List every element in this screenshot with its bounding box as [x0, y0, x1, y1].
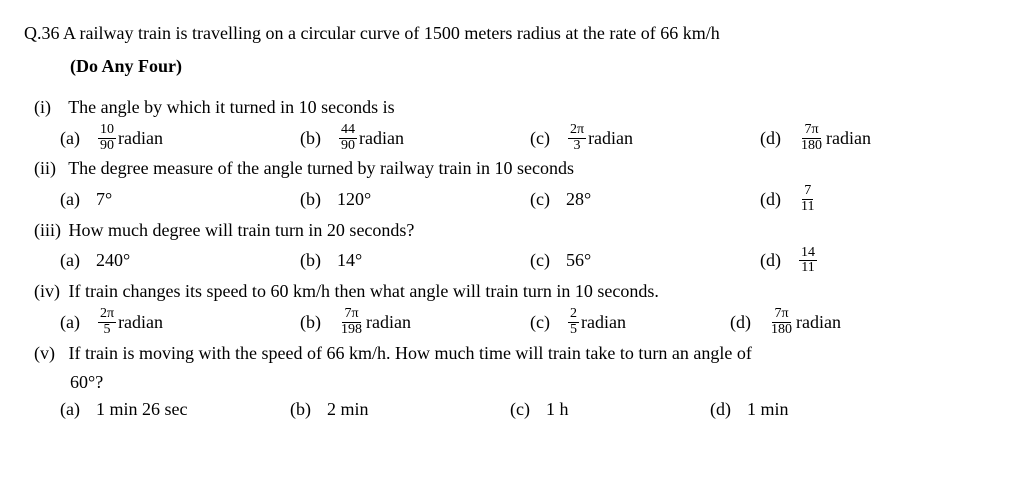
option-value: 4490 radian [337, 123, 404, 153]
part-v-text-b: 60°? [70, 369, 1000, 396]
option-label: (a) [60, 125, 80, 152]
option-value: 2π3 radian [566, 123, 633, 153]
option-value: 7π180 radian [797, 123, 871, 153]
option-value: 25 radian [566, 307, 626, 337]
option-d[interactable]: (d) 1 min [710, 396, 1000, 423]
option-value: 7° [96, 186, 112, 213]
option-label: (d) [760, 247, 781, 274]
option-value: 7π180 radian [767, 307, 841, 337]
part-iii: (iii) How much degree will train turn in… [34, 217, 1000, 244]
option-label: (c) [530, 247, 550, 274]
option-label: (b) [290, 396, 311, 423]
option-c[interactable]: (c) 56° [530, 247, 760, 274]
part-label: (ii) [34, 155, 64, 182]
option-label: (b) [300, 309, 321, 336]
part-text-a: If train is moving with the speed of 66 … [69, 343, 752, 363]
option-value: 1 min [747, 396, 789, 423]
option-value: 711 [797, 184, 818, 214]
option-c[interactable]: (c) 1 h [510, 396, 710, 423]
option-value: 1 min 26 sec [96, 396, 188, 423]
option-d[interactable]: (d) 1411 [760, 246, 1000, 276]
option-label: (d) [760, 125, 781, 152]
part-label: (iv) [34, 278, 64, 305]
option-a[interactable]: (a) 1090 radian [60, 123, 300, 153]
option-label: (a) [60, 247, 80, 274]
option-label: (c) [530, 186, 550, 213]
part-iv-options: (a) 2π5 radian (b) 7π198 radian (c) 25 r… [60, 307, 1000, 337]
option-label: (d) [710, 396, 731, 423]
option-b[interactable]: (b) 4490 radian [300, 123, 530, 153]
part-text: How much degree will train turn in 20 se… [69, 220, 415, 240]
option-label: (a) [60, 309, 80, 336]
option-a[interactable]: (a) 1 min 26 sec [60, 396, 290, 423]
question-stem: Q.36 A railway train is travelling on a … [24, 20, 1000, 47]
part-text: The degree measure of the angle turned b… [68, 158, 574, 178]
option-label: (a) [60, 396, 80, 423]
option-value: 28° [566, 186, 591, 213]
option-d[interactable]: (d) 7π180 radian [730, 307, 1000, 337]
part-text: The angle by which it turned in 10 secon… [68, 97, 394, 117]
part-v-options: (a) 1 min 26 sec (b) 2 min (c) 1 h (d) 1… [60, 396, 1000, 423]
question-text: A railway train is travelling on a circu… [63, 23, 720, 43]
option-label: (b) [300, 247, 321, 274]
option-b[interactable]: (b) 120° [300, 186, 530, 213]
option-d[interactable]: (d) 7π180 radian [760, 123, 1000, 153]
option-label: (d) [730, 309, 751, 336]
option-label: (c) [530, 309, 550, 336]
part-i-options: (a) 1090 radian (b) 4490 radian (c) 2π3 … [60, 123, 1000, 153]
option-value: 56° [566, 247, 591, 274]
option-value: 14° [337, 247, 362, 274]
option-value: 120° [337, 186, 371, 213]
option-c[interactable]: (c) 25 radian [530, 307, 730, 337]
option-label: (a) [60, 186, 80, 213]
option-value: 1411 [797, 246, 819, 276]
part-label: (i) [34, 94, 64, 121]
option-c[interactable]: (c) 28° [530, 186, 760, 213]
option-a[interactable]: (a) 2π5 radian [60, 307, 300, 337]
part-label: (v) [34, 340, 64, 367]
option-b[interactable]: (b) 14° [300, 247, 530, 274]
option-value: 2 min [327, 396, 369, 423]
option-a[interactable]: (a) 240° [60, 247, 300, 274]
part-iv: (iv) If train changes its speed to 60 km… [34, 278, 1000, 305]
option-label: (b) [300, 125, 321, 152]
part-label: (iii) [34, 217, 64, 244]
part-ii: (ii) The degree measure of the angle tur… [34, 155, 1000, 182]
option-b[interactable]: (b) 7π198 radian [300, 307, 530, 337]
option-c[interactable]: (c) 2π3 radian [530, 123, 760, 153]
option-value: 7π198 radian [337, 307, 411, 337]
part-iii-options: (a) 240° (b) 14° (c) 56° (d) 1411 [60, 246, 1000, 276]
question-instruction: (Do Any Four) [70, 53, 1000, 80]
part-i: (i) The angle by which it turned in 10 s… [34, 94, 1000, 121]
option-value: 1 h [546, 396, 569, 423]
option-value: 240° [96, 247, 130, 274]
option-value: 1090 radian [96, 123, 163, 153]
option-d[interactable]: (d) 711 [760, 184, 1000, 214]
option-label: (b) [300, 186, 321, 213]
option-label: (c) [530, 125, 550, 152]
option-a[interactable]: (a) 7° [60, 186, 300, 213]
option-value: 2π5 radian [96, 307, 163, 337]
part-text: If train changes its speed to 60 km/h th… [69, 281, 659, 301]
option-label: (d) [760, 186, 781, 213]
part-ii-options: (a) 7° (b) 120° (c) 28° (d) 711 [60, 184, 1000, 214]
option-b[interactable]: (b) 2 min [290, 396, 510, 423]
part-v: (v) If train is moving with the speed of… [34, 340, 1000, 367]
option-label: (c) [510, 396, 530, 423]
question-number: Q.36 [24, 23, 60, 43]
